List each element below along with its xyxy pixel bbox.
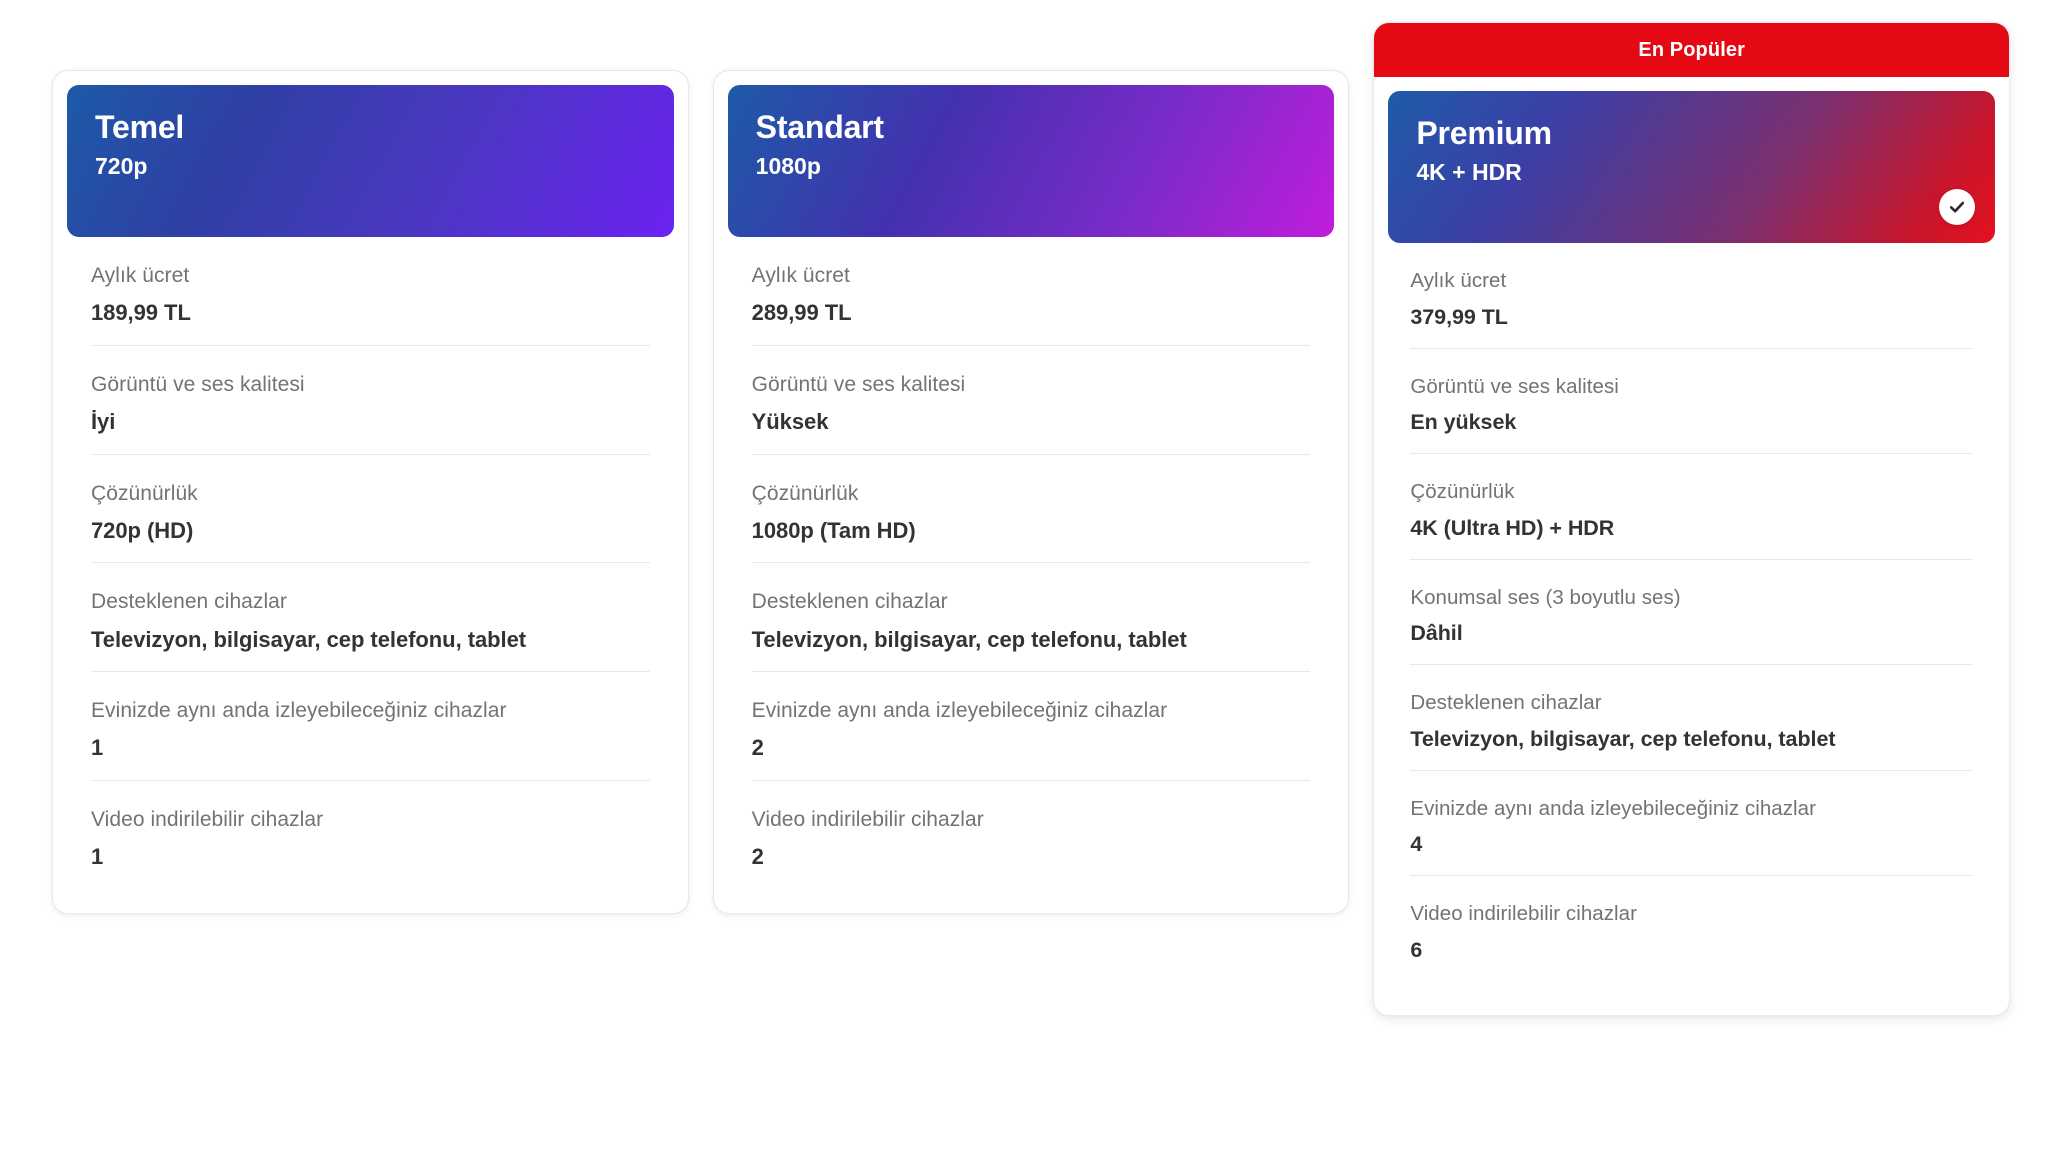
plan-title: Standart xyxy=(755,109,884,145)
feature-row: Video indirilebilir cihazlar 1 xyxy=(91,781,650,889)
plan-header-standart[interactable]: Standart 1080p xyxy=(727,85,1335,237)
feature-label: Aylık ücret xyxy=(91,264,190,287)
feature-row: Aylık ücret 379,99 TL xyxy=(1410,243,1974,349)
feature-value: 1080p (Tam HD) xyxy=(751,517,916,543)
feature-row: Desteklenen cihazlar Televizyon, bilgisa… xyxy=(91,563,650,672)
plan-subtitle: 720p xyxy=(95,152,148,179)
feature-label: Aylık ücret xyxy=(751,264,850,287)
feature-label: Evinizde aynı anda izleyebileceğiniz cih… xyxy=(751,699,1168,722)
feature-value: En yüksek xyxy=(1410,410,1517,435)
feature-value: Yüksek xyxy=(751,409,829,434)
feature-row: Konumsal ses (3 boyutlu ses) Dâhil xyxy=(1410,560,1974,665)
feature-value: 189,99 TL xyxy=(91,300,191,326)
feature-row: Desteklenen cihazlar Televizyon, bilgisa… xyxy=(751,563,1311,672)
feature-row: Video indirilebilir cihazlar 2 xyxy=(752,781,1311,889)
plan-subtitle: 4K + HDR xyxy=(1416,158,1522,185)
feature-label: Görüntü ve ses kalitesi xyxy=(91,372,305,396)
feature-value: İyi xyxy=(91,409,116,434)
popular-ribbon-label: En Popüler xyxy=(1638,38,1745,61)
plan-feature-list: Aylık ücret 289,99 TL Görüntü ve ses kal… xyxy=(728,237,1335,889)
feature-row: Evinizde aynı anda izleyebileceğiniz cih… xyxy=(1410,771,1974,876)
plan-header-premium[interactable]: Premium 4K + HDR xyxy=(1388,91,1996,243)
feature-row: Evinizde aynı anda izleyebileceğiniz cih… xyxy=(91,672,650,781)
feature-row: Çözünürlük 720p (HD) xyxy=(91,455,650,564)
feature-label: Desteklenen cihazlar xyxy=(91,590,287,614)
feature-label: Görüntü ve ses kalitesi xyxy=(1410,374,1619,398)
feature-value: 1 xyxy=(91,844,104,869)
feature-row: Çözünürlük 4K (Ultra HD) + HDR xyxy=(1410,454,1974,560)
feature-value: 1 xyxy=(91,735,104,761)
feature-value: 2 xyxy=(751,735,764,761)
feature-row: Aylık ücret 289,99 TL xyxy=(751,237,1311,346)
feature-row: Görüntü ve ses kalitesi Yüksek xyxy=(751,346,1311,455)
feature-label: Çözünürlük xyxy=(91,481,198,505)
feature-label: Desteklenen cihazlar xyxy=(1410,691,1602,714)
feature-value: Televizyon, bilgisayar, cep telefonu, ta… xyxy=(751,626,1187,652)
feature-label: Evinizde aynı anda izleyebileceğiniz cih… xyxy=(1410,796,1816,820)
feature-value: Televizyon, bilgisayar, cep telefonu, ta… xyxy=(91,626,527,652)
feature-row: Görüntü ve ses kalitesi İyi xyxy=(91,346,650,455)
feature-label: Video indirilebilir cihazlar xyxy=(751,807,984,831)
feature-label: Aylık ücret xyxy=(1410,269,1507,292)
feature-row: Desteklenen cihazlar Televizyon, bilgisa… xyxy=(1410,665,1974,771)
feature-label: Desteklenen cihazlar xyxy=(751,590,948,614)
feature-row: Evinizde aynı anda izleyebileceğiniz cih… xyxy=(751,672,1311,781)
plan-subtitle: 1080p xyxy=(755,152,821,179)
feature-value: 379,99 TL xyxy=(1410,304,1508,329)
plan-card-temel[interactable]: Temel 720p Aylık ücret 189,99 TL Görüntü… xyxy=(52,70,689,914)
plan-card-standart[interactable]: Standart 1080p Aylık ücret 289,99 TL Gör… xyxy=(712,70,1350,914)
feature-label: Görüntü ve ses kalitesi xyxy=(751,372,966,396)
feature-label: Çözünürlük xyxy=(751,481,859,505)
plan-header-temel[interactable]: Temel 720p xyxy=(67,85,674,237)
feature-value: Televizyon, bilgisayar, cep telefonu, ta… xyxy=(1410,726,1836,751)
feature-label: Video indirilebilir cihazlar xyxy=(1410,902,1637,925)
popular-ribbon: En Popüler xyxy=(1374,23,2010,77)
plan-title: Premium xyxy=(1416,115,1552,151)
feature-label: Evinizde aynı anda izleyebileceğiniz cih… xyxy=(91,699,507,722)
feature-value: 4K (Ultra HD) + HDR xyxy=(1410,515,1615,540)
feature-row: Çözünürlük 1080p (Tam HD) xyxy=(751,455,1311,564)
feature-label: Video indirilebilir cihazlar xyxy=(91,807,324,831)
feature-value: 6 xyxy=(1410,937,1423,962)
plan-title: Temel xyxy=(95,109,185,145)
feature-label: Çözünürlük xyxy=(1410,480,1515,503)
feature-row: Video indirilebilir cihazlar 6 xyxy=(1410,876,1973,981)
plan-feature-list: Aylık ücret 379,99 TL Görüntü ve ses kal… xyxy=(1388,243,1995,981)
feature-label: Konumsal ses (3 boyutlu ses) xyxy=(1410,585,1681,609)
plan-feature-list: Aylık ücret 189,99 TL Görüntü ve ses kal… xyxy=(67,237,674,889)
feature-row: Görüntü ve ses kalitesi En yüksek xyxy=(1410,349,1974,454)
feature-value: 4 xyxy=(1410,832,1423,857)
check-icon xyxy=(1939,189,1976,225)
feature-value: Dâhil xyxy=(1410,621,1463,646)
feature-row: Aylık ücret 189,99 TL xyxy=(91,237,650,346)
featured-card-body: Premium 4K + HDR Aylık ücret 379,99 TL G… xyxy=(1374,77,2009,991)
feature-value: 720p (HD) xyxy=(91,517,194,543)
feature-value: 289,99 TL xyxy=(751,300,852,326)
feature-value: 2 xyxy=(751,844,764,869)
plan-card-premium[interactable]: En Popüler Premium 4K + HDR Aylık ücret … xyxy=(1373,22,2011,1016)
